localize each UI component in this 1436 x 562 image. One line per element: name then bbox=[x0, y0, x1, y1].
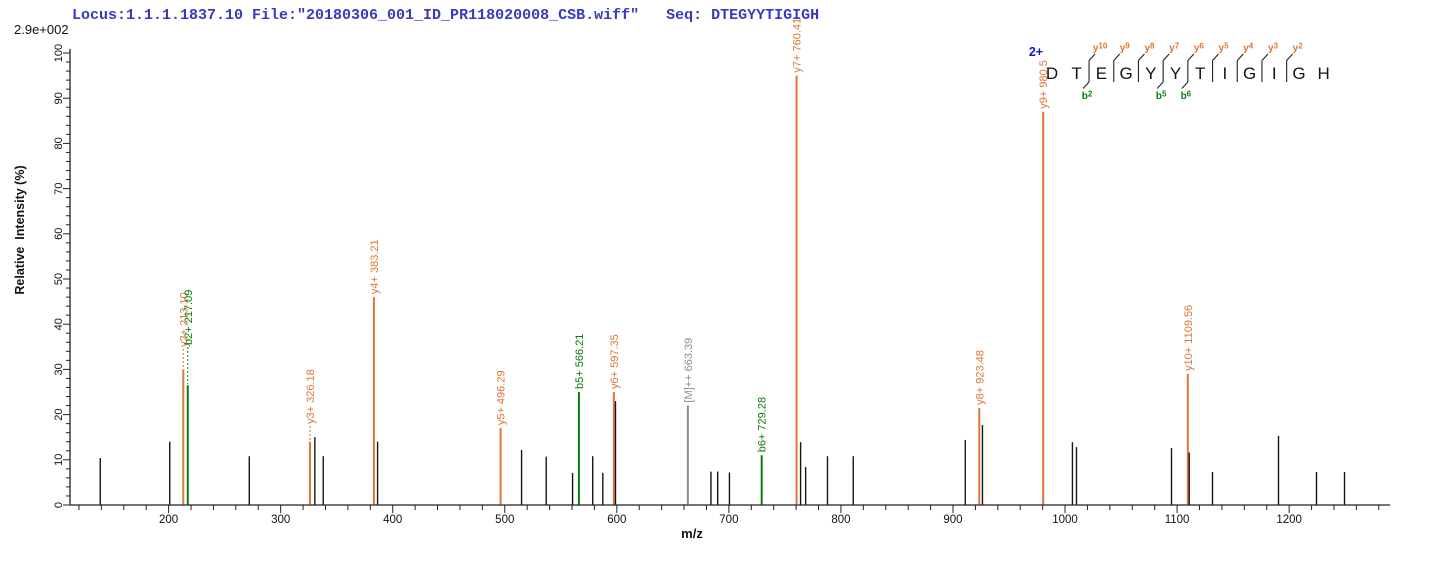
peak-label-y10: y10+ 1109.56 bbox=[1183, 305, 1195, 371]
max-intensity-label: 2.9e+002 bbox=[14, 22, 69, 37]
peak-label-y8: y8+ 923.48 bbox=[974, 350, 986, 405]
axes: m/z Relative Intensity (%) bbox=[13, 49, 1390, 541]
svg-text:1100: 1100 bbox=[1165, 514, 1190, 526]
fragment-label-b2: b2 bbox=[1082, 90, 1093, 103]
peaks bbox=[99, 75, 1346, 505]
residue-9-G: G bbox=[1243, 64, 1256, 83]
peak-label-b2: b2+ 217.09 bbox=[183, 290, 195, 345]
fragment-label-y7: y7 bbox=[1169, 42, 1180, 55]
y-axis-ticks: 0 10 20 30 40 50 60 70 80 90 100 bbox=[53, 44, 70, 508]
peak-label-b6: b6+ 729.28 bbox=[757, 397, 769, 452]
svg-text:500: 500 bbox=[495, 514, 514, 526]
svg-text:10: 10 bbox=[53, 454, 65, 466]
svg-text:1000: 1000 bbox=[1052, 514, 1078, 526]
y-axis-title: Relative Intensity (%) bbox=[13, 165, 27, 294]
svg-text:600: 600 bbox=[607, 514, 626, 526]
fragment-label-y8: y8 bbox=[1144, 42, 1155, 55]
x-axis-title: m/z bbox=[681, 526, 703, 541]
fragment-label-b6: b6 bbox=[1181, 90, 1192, 103]
precursor-charge-label: 2+ bbox=[1029, 45, 1043, 59]
residue-8-I: I bbox=[1223, 64, 1228, 83]
residue-10-I: I bbox=[1272, 64, 1277, 83]
residue-6-Y: Y bbox=[1170, 64, 1181, 83]
fragment-label-y9: y9 bbox=[1120, 42, 1131, 55]
svg-text:40: 40 bbox=[53, 318, 65, 330]
svg-text:30: 30 bbox=[53, 363, 65, 375]
peak-label-y5: y5+ 496.29 bbox=[496, 370, 508, 425]
svg-text:800: 800 bbox=[831, 514, 850, 526]
residue-1-D: D bbox=[1046, 64, 1058, 83]
peak-label-y7: y7+ 760.41 bbox=[792, 18, 804, 73]
svg-text:70: 70 bbox=[53, 182, 65, 194]
fragment-label-y6: y6 bbox=[1194, 42, 1205, 55]
fragment-label-y5: y5 bbox=[1219, 42, 1230, 55]
residue-4-G: G bbox=[1119, 64, 1132, 83]
locus-file-seq-header: Locus:1.1.1.1837.10 File:"20180306_001_I… bbox=[72, 7, 820, 24]
fragment-label-y2: y2 bbox=[1293, 42, 1304, 55]
svg-text:90: 90 bbox=[53, 92, 65, 104]
residue-11-G: G bbox=[1292, 64, 1305, 83]
svg-text:20: 20 bbox=[53, 408, 65, 420]
peak-label-y2: y2+ 213.10 bbox=[178, 292, 190, 347]
peak-label-y6: y6+ 597.35 bbox=[609, 334, 621, 389]
x-axis-ticks: 200 300 400 500 600 700 800 900 1000 1100 1200 bbox=[78, 505, 1380, 526]
svg-text:900: 900 bbox=[943, 514, 962, 526]
fragment-label-y3: y3 bbox=[1268, 42, 1279, 55]
svg-text:700: 700 bbox=[719, 514, 738, 526]
svg-text:100: 100 bbox=[53, 44, 65, 62]
peak-label-y3: y3+ 326.18 bbox=[305, 369, 317, 424]
svg-text:0: 0 bbox=[53, 502, 65, 508]
residue-3-E: E bbox=[1096, 64, 1107, 83]
svg-text:1200: 1200 bbox=[1276, 514, 1302, 526]
svg-text:50: 50 bbox=[53, 273, 65, 285]
peak-label-b5: b5+ 566.21 bbox=[574, 334, 586, 389]
residue-12-H: H bbox=[1318, 64, 1330, 83]
residue-2-T: T bbox=[1072, 64, 1082, 83]
fragment-label-y10: y10 bbox=[1093, 42, 1108, 55]
residue-5-Y: Y bbox=[1145, 64, 1156, 83]
peak-label-y9: y9+ 980.5 bbox=[1038, 60, 1050, 109]
svg-text:60: 60 bbox=[53, 228, 65, 240]
residue-7-T: T bbox=[1195, 64, 1205, 83]
peak-label-y4: y4+ 383.21 bbox=[369, 239, 381, 294]
fragment-label-b5: b5 bbox=[1156, 90, 1167, 103]
svg-text:200: 200 bbox=[159, 514, 178, 526]
svg-text:80: 80 bbox=[53, 137, 65, 149]
svg-text:400: 400 bbox=[383, 514, 402, 526]
svg-text:300: 300 bbox=[271, 514, 290, 526]
fragment-label-y4: y4 bbox=[1243, 42, 1254, 55]
peak-label-M2+: [M]++ 663.39 bbox=[683, 338, 695, 403]
